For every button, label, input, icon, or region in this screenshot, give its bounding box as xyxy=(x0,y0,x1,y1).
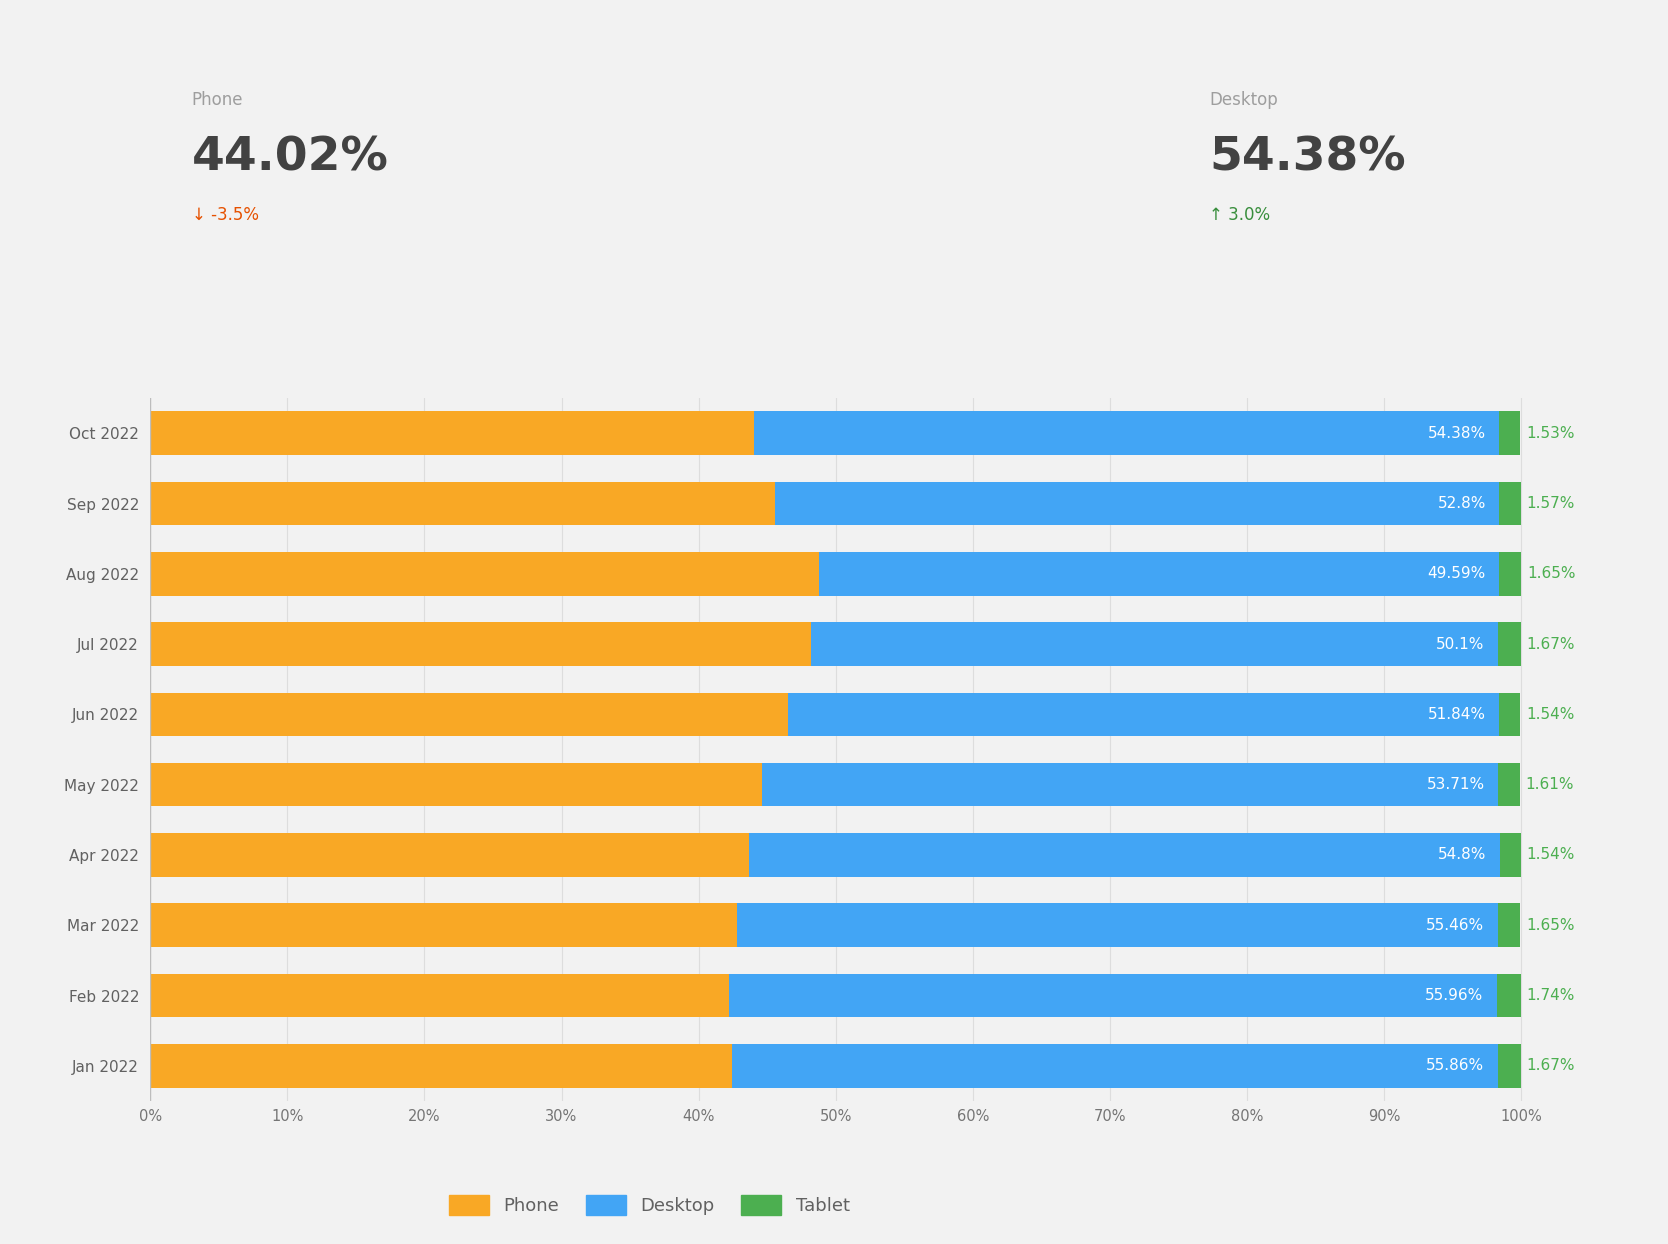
Bar xyxy=(1500,481,1521,525)
Bar xyxy=(1500,693,1521,736)
Text: 55.86%: 55.86% xyxy=(1426,1059,1485,1074)
Bar xyxy=(1498,622,1521,666)
Bar xyxy=(789,693,1500,736)
Text: 51.84%: 51.84% xyxy=(1428,707,1486,722)
Text: 44.02%: 44.02% xyxy=(682,425,741,440)
Text: ↑ 3.0%: ↑ 3.0% xyxy=(1209,207,1271,224)
Text: 55.46%: 55.46% xyxy=(1426,918,1485,933)
Bar xyxy=(732,1044,1498,1087)
Text: 1.65%: 1.65% xyxy=(1526,566,1575,581)
Bar xyxy=(1498,1044,1521,1087)
Bar xyxy=(150,833,749,877)
Text: 42.42%: 42.42% xyxy=(661,1059,719,1074)
Text: 44.6%: 44.6% xyxy=(699,778,747,792)
Text: 1.74%: 1.74% xyxy=(1526,988,1575,1003)
Text: 1.61%: 1.61% xyxy=(1526,778,1575,792)
Text: 53.71%: 53.71% xyxy=(1426,778,1485,792)
Bar xyxy=(150,693,789,736)
Text: 42.82%: 42.82% xyxy=(666,918,724,933)
Text: 1.67%: 1.67% xyxy=(1526,637,1575,652)
Text: 1.67%: 1.67% xyxy=(1526,1059,1575,1074)
Bar xyxy=(1498,903,1521,947)
Text: 42.25%: 42.25% xyxy=(657,988,716,1003)
Text: 43.64%: 43.64% xyxy=(677,847,736,862)
Text: ↓ -3.5%: ↓ -3.5% xyxy=(192,207,259,224)
Text: 1.65%: 1.65% xyxy=(1526,918,1575,933)
Bar xyxy=(776,481,1500,525)
Bar xyxy=(150,481,776,525)
Text: 1.53%: 1.53% xyxy=(1526,425,1575,440)
Bar xyxy=(811,622,1498,666)
Bar xyxy=(150,1044,732,1087)
Bar xyxy=(1500,412,1521,455)
Legend: Phone, Desktop, Tablet: Phone, Desktop, Tablet xyxy=(449,1195,849,1215)
Text: 48.76%: 48.76% xyxy=(747,566,806,581)
Text: 54.38%: 54.38% xyxy=(1209,136,1406,180)
Text: 49.59%: 49.59% xyxy=(1426,566,1485,581)
Text: 48.19%: 48.19% xyxy=(739,637,797,652)
Text: 45.6%: 45.6% xyxy=(714,496,762,511)
Bar xyxy=(150,412,754,455)
Bar xyxy=(762,763,1498,806)
Bar xyxy=(150,622,811,666)
Bar xyxy=(150,974,729,1018)
Text: 1.54%: 1.54% xyxy=(1526,847,1575,862)
Bar xyxy=(150,903,737,947)
Bar xyxy=(1500,833,1521,877)
Bar xyxy=(737,903,1498,947)
Text: 1.54%: 1.54% xyxy=(1526,707,1575,722)
Bar xyxy=(754,412,1500,455)
Bar xyxy=(749,833,1500,877)
Bar xyxy=(1500,552,1521,596)
Text: 1.57%: 1.57% xyxy=(1526,496,1575,511)
Text: 52.8%: 52.8% xyxy=(1438,496,1486,511)
Text: 44.02%: 44.02% xyxy=(192,136,389,180)
Text: Phone: Phone xyxy=(192,91,244,108)
Bar xyxy=(1498,763,1520,806)
Bar xyxy=(150,552,819,596)
Text: 55.96%: 55.96% xyxy=(1424,988,1483,1003)
Text: Desktop: Desktop xyxy=(1209,91,1278,108)
Bar xyxy=(819,552,1500,596)
Bar xyxy=(150,763,762,806)
Text: 54.38%: 54.38% xyxy=(1428,425,1486,440)
Text: 50.1%: 50.1% xyxy=(1436,637,1485,652)
Text: 46.55%: 46.55% xyxy=(717,707,774,722)
Text: 54.8%: 54.8% xyxy=(1438,847,1486,862)
Bar xyxy=(729,974,1496,1018)
Bar xyxy=(1496,974,1521,1018)
